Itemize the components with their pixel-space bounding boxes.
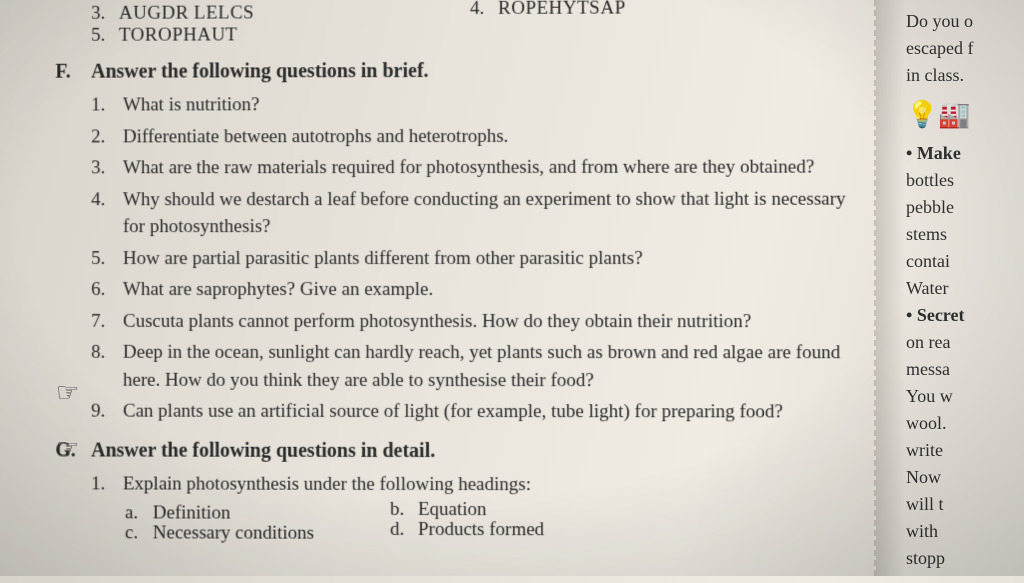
side-text: write [906, 437, 1020, 464]
side-heading: • Secret [906, 302, 1020, 329]
side-text: Now [906, 464, 1020, 491]
pointing-hand-icon: ☞ [56, 434, 79, 464]
side-heading: • Make [906, 140, 1020, 167]
side-text: Water [906, 275, 1020, 302]
scramble-num: 5. [91, 25, 119, 47]
section-title: Answer the following questions in detail… [91, 440, 435, 463]
section-letter: F. [55, 61, 91, 84]
side-text: Do you o [906, 8, 1020, 35]
question-row: 5.How are partial parasitic plants diffe… [91, 245, 851, 273]
section-f-heading: F. Answer the following questions in bri… [55, 59, 851, 83]
side-text: contai [906, 248, 1020, 275]
scramble-word: TOROPHAUT [119, 23, 851, 47]
pointing-hand-icon: ☞ [56, 378, 79, 408]
right-page: Do you o escaped f in class. 💡🏭 • Make b… [874, 0, 1024, 576]
question-row: 2.Differentiate between autotrophs and h… [91, 122, 851, 151]
scramble-num: 4. [470, 0, 498, 20]
side-text: escaped f [906, 35, 1020, 62]
section-g-heading: G. Answer the following questions in det… [55, 440, 851, 464]
side-text: You w [906, 383, 1020, 410]
scramble-item-4: 4. ROPEHYTSAP [470, 0, 851, 20]
question-row: 6.What are saprophytes? Give an example. [91, 276, 851, 304]
side-text: how [906, 572, 1020, 576]
question-row: 1.What is nutrition? [91, 90, 851, 119]
question-row: 8.Deep in the ocean, sunlight can hardly… [91, 339, 851, 395]
side-text: pebble [906, 194, 1020, 221]
lightbulb-building-icon: 💡🏭 [906, 95, 1020, 134]
side-text: on rea [906, 329, 1020, 356]
scramble-item-5: 5. TOROPHAUT [91, 23, 851, 47]
side-text: wool. [906, 410, 1020, 437]
question-row: 1. Explain photosynthesis under the foll… [91, 470, 851, 499]
question-row: 3.What are the raw materials required fo… [91, 154, 851, 182]
question-row: 9.Can plants use an artificial source of… [91, 398, 851, 426]
side-text: messa [906, 356, 1020, 383]
side-text: stems [906, 221, 1020, 248]
question-row: 4.Why should we destarch a leaf before c… [91, 185, 851, 241]
scramble-num: 3. [91, 3, 119, 25]
section-title: Answer the following questions in brief. [91, 60, 428, 84]
side-text: with [906, 518, 1020, 545]
side-text: bottles [906, 167, 1020, 194]
side-text: stopp [906, 545, 1020, 572]
question-row: 7.Cuscuta plants cannot perform photosyn… [91, 308, 851, 336]
sub-item-d: d.Products formed [390, 518, 851, 541]
scramble-word: ROPEHYTSAP [498, 0, 851, 20]
left-page: 3. AUGDR LELCS 4. ROPEHYTSAP 5. TOROPHAU… [2, 0, 882, 583]
side-text: in class. [906, 62, 1020, 89]
side-text: will t [906, 491, 1020, 518]
